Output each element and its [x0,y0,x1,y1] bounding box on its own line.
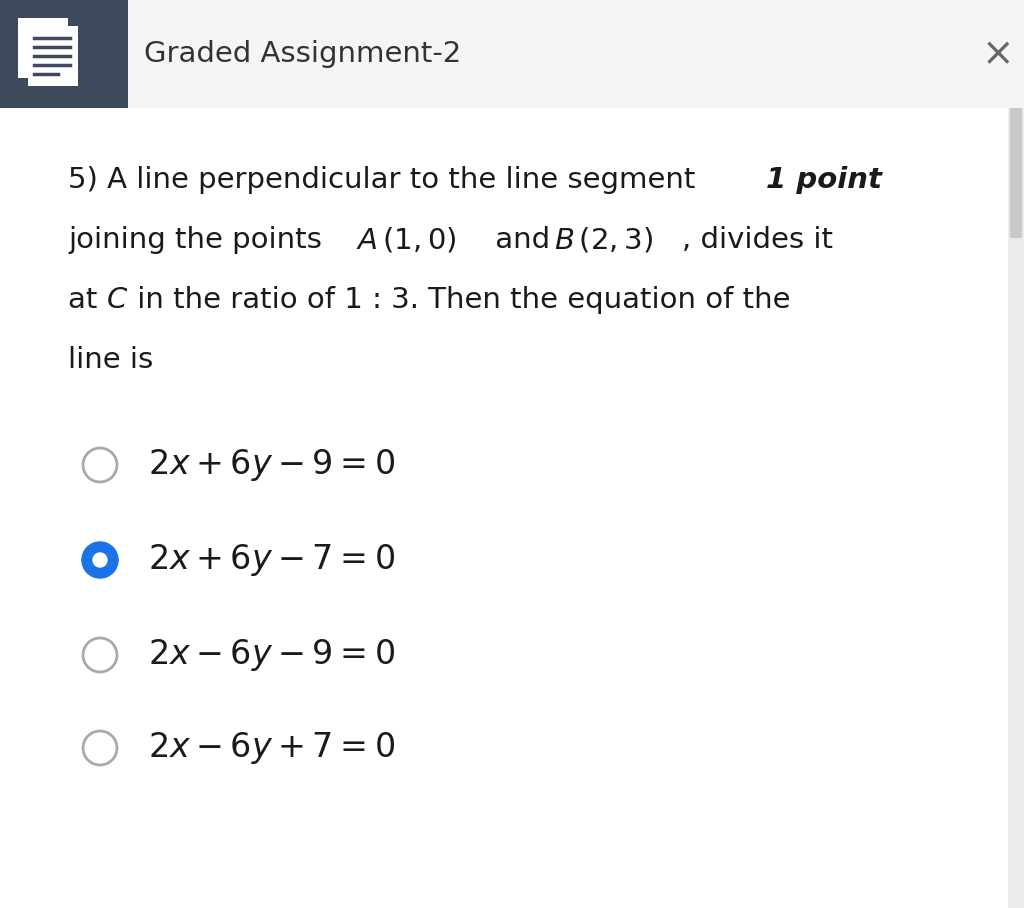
Text: Graded Assignment-2: Graded Assignment-2 [144,40,461,68]
Text: ×: × [982,35,1015,73]
Text: at: at [68,286,106,314]
FancyBboxPatch shape [28,26,78,86]
Circle shape [93,553,106,567]
Text: $2x - 6y + 7 = 0$: $2x - 6y + 7 = 0$ [148,730,395,766]
Circle shape [83,543,117,577]
Circle shape [83,731,117,765]
Text: $2x + 6y - 7 = 0$: $2x + 6y - 7 = 0$ [148,542,395,578]
Text: 5) A line perpendicular to the line segment: 5) A line perpendicular to the line segm… [68,166,695,194]
Text: in the ratio of 1 : 3. Then the equation of the: in the ratio of 1 : 3. Then the equation… [128,286,791,314]
Text: $A\,(1, 0)$: $A\,(1, 0)$ [356,225,457,254]
FancyBboxPatch shape [1008,108,1024,908]
Text: $C$: $C$ [106,286,128,314]
Text: line is: line is [68,346,154,374]
Text: $2x - 6y - 9 = 0$: $2x - 6y - 9 = 0$ [148,637,395,673]
Text: 1 point: 1 point [766,166,882,194]
Text: $2x + 6y - 9 = 0$: $2x + 6y - 9 = 0$ [148,447,395,483]
Text: , divides it: , divides it [682,226,833,254]
FancyBboxPatch shape [1010,108,1022,238]
FancyBboxPatch shape [18,18,68,78]
FancyBboxPatch shape [0,108,1008,908]
Circle shape [83,448,117,482]
Text: and: and [486,226,559,254]
FancyBboxPatch shape [0,0,128,108]
Text: joining the points: joining the points [68,226,331,254]
Circle shape [83,638,117,672]
Text: $B\,(2, 3)$: $B\,(2, 3)$ [554,225,653,254]
